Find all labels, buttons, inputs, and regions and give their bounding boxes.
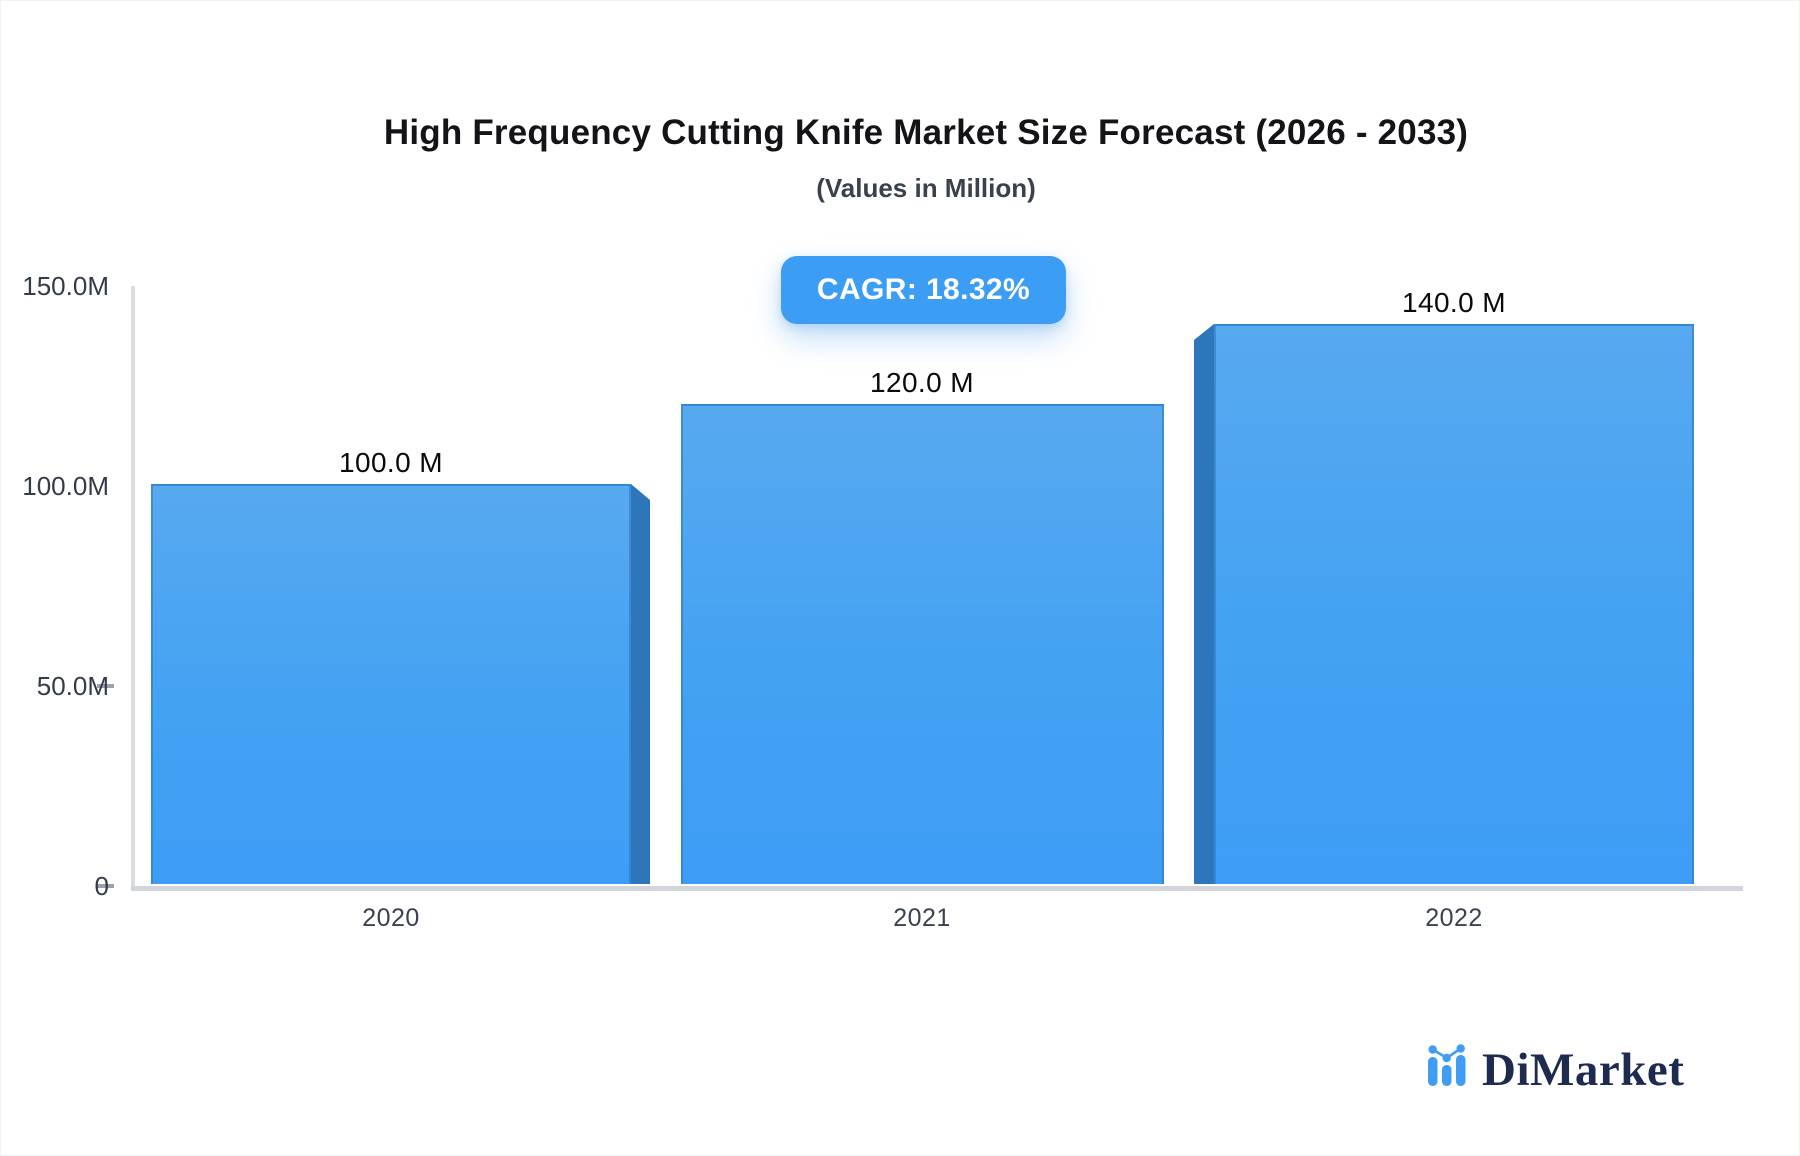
bar-chart-logo-icon bbox=[1426, 1042, 1468, 1093]
logo-wordmark: DiMarket bbox=[1482, 1044, 1685, 1096]
x-axis-label-2022: 2022 bbox=[1425, 904, 1483, 932]
y-axis-line bbox=[131, 286, 135, 891]
x-axis-label-2021: 2021 bbox=[893, 904, 951, 932]
bar-2020-side-3d bbox=[631, 484, 650, 884]
bar-value-label-2020: 100.0 M bbox=[339, 447, 443, 478]
dimarket-logo: DiMarket bbox=[1426, 1042, 1685, 1096]
x-axis-label-2020: 2020 bbox=[362, 904, 420, 932]
bar-2022-side-3d bbox=[1194, 324, 1214, 884]
chart-title: High Frequency Cutting Knife Market Size… bbox=[383, 113, 1469, 152]
x-axis-baseline bbox=[131, 886, 1743, 891]
bar-value-label-2022: 140.0 M bbox=[1402, 287, 1506, 318]
y-tick-50m bbox=[97, 684, 114, 688]
bar-2022 bbox=[1214, 324, 1694, 884]
bar-value-label-2021: 120.0 M bbox=[870, 367, 974, 398]
y-tick-0 bbox=[97, 884, 114, 888]
y-axis-label-50m: 50.0M bbox=[36, 671, 109, 701]
y-axis-label-0: 0 bbox=[94, 871, 109, 901]
bar-2020 bbox=[151, 484, 631, 884]
y-axis-label-100m: 100.0M bbox=[22, 471, 109, 501]
cagr-badge: CAGR: 18.32% bbox=[781, 256, 1066, 324]
y-axis-label-150m: 150.0M bbox=[22, 271, 109, 301]
chart-subtitle: (Values in Million) bbox=[816, 173, 1036, 203]
bar-2021 bbox=[681, 404, 1164, 884]
